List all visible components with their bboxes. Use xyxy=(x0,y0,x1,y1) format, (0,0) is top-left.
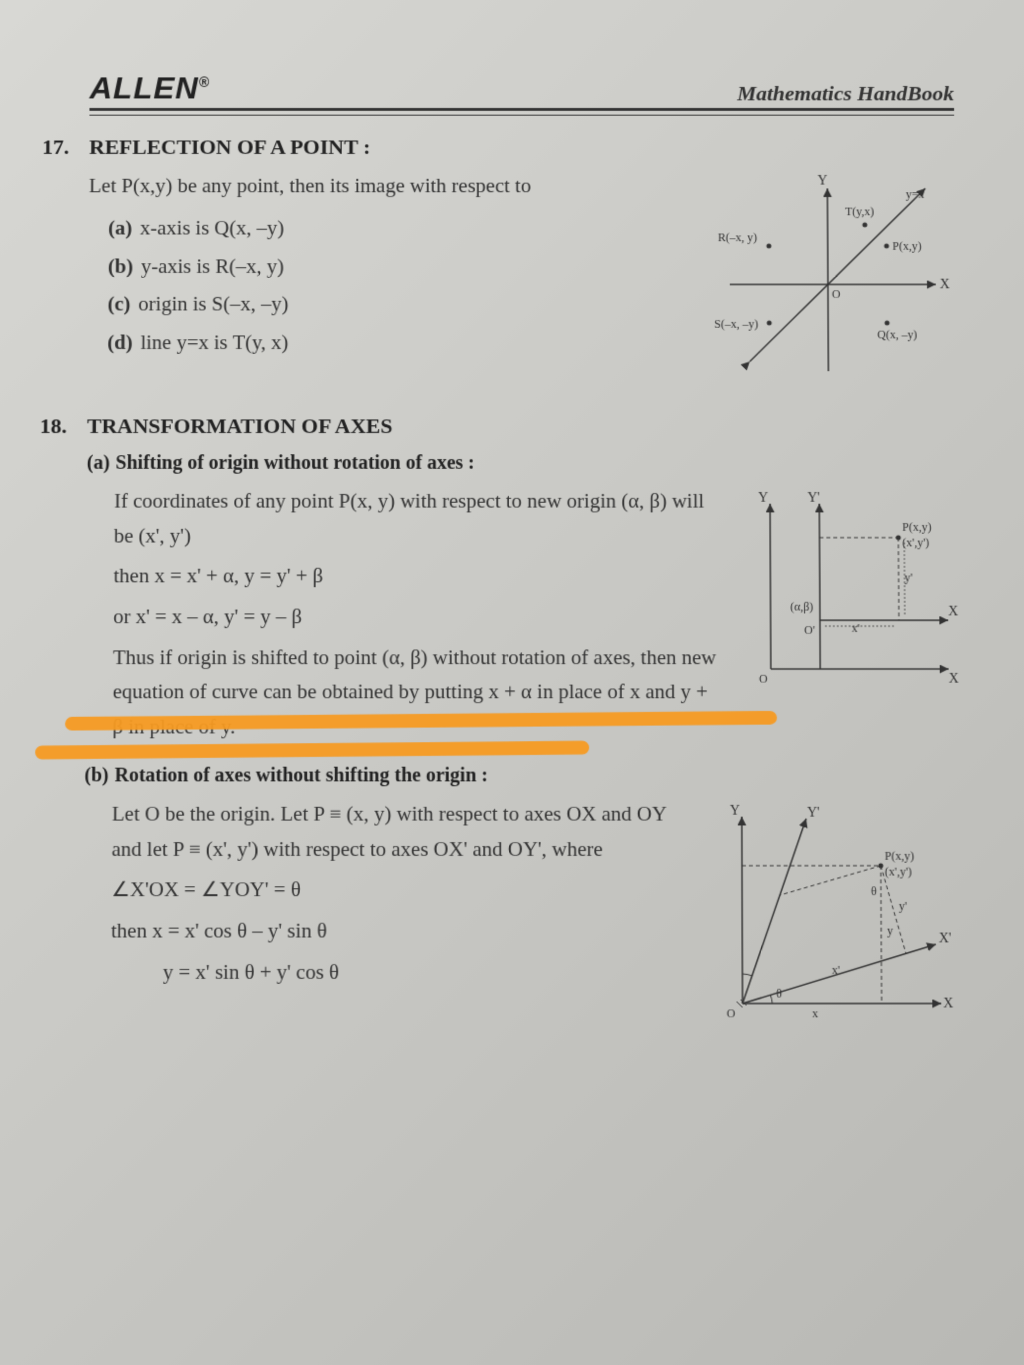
q18a-diagram: Y X O Y' X' O' (α,β) P(x,y) (x',y') xyxy=(740,484,958,698)
q17-a-label: (a) xyxy=(108,216,132,239)
q17-c-label: (c) xyxy=(108,293,131,316)
sa-O: O xyxy=(759,672,768,686)
q17-intro: Let P(x,y) be any point, then its image … xyxy=(89,169,681,203)
q18b-text: Let O be the origin. Let P ≡ (x, y) with… xyxy=(83,797,693,996)
q17-a-text: x-axis is Q(x, –y) xyxy=(140,216,284,239)
q17-row: Let P(x,y) be any point, then its image … xyxy=(87,169,956,390)
brand-text: ALLEN xyxy=(90,71,199,105)
lbl-R: R(–x, y) xyxy=(718,230,757,244)
q17-item-a: (a) x-axis is Q(x, –y) xyxy=(108,209,681,247)
q17-text-col: Let P(x,y) be any point, then its image … xyxy=(88,169,681,362)
rb-xp: x' xyxy=(832,963,840,977)
sa-Yp: Y' xyxy=(807,490,820,505)
q17-list: (a) x-axis is Q(x, –y) (b) y-axis is R(–x,… xyxy=(88,209,681,363)
q18a-row: If coordinates of any point P(x, y) with… xyxy=(85,484,960,751)
sa-Pp: (x',y') xyxy=(902,536,929,550)
q18b-diagram: Y X O Y' X' θ P(x,y) (x',y') xyxy=(712,797,961,1043)
q18a-heading: (a) Shifting of origin without rotation o… xyxy=(87,452,957,474)
rb-yp: y' xyxy=(899,899,907,913)
q17-d-text: line y=x is T(y, x) xyxy=(140,331,288,354)
q18a-text: If coordinates of any point P(x, y) with… xyxy=(85,484,722,751)
book-title: Mathematics HandBook xyxy=(737,81,954,106)
rb-y: y xyxy=(887,923,893,937)
rb-Y: Y xyxy=(730,803,740,818)
page: ALLEN® Mathematics HandBook 17. REFLECTI… xyxy=(0,33,1024,1365)
q18b-p2: ∠X'OX = ∠YOY' = θ xyxy=(111,873,692,908)
q17-c-text: origin is S(–x, –y) xyxy=(138,293,288,316)
q18b-heading: (b) Rotation of axes without shifting the… xyxy=(84,765,959,788)
brand-logo: ALLEN® xyxy=(89,71,209,106)
sa-Xp: X' xyxy=(948,604,959,619)
rb-X: X xyxy=(943,995,953,1010)
q18b-p1: Let O be the origin. Let P ≡ (x, y) with… xyxy=(112,797,693,867)
q17-b-text: y-axis is R(–x, y) xyxy=(141,254,284,277)
sa-ab: (α,β) xyxy=(790,600,813,614)
rb-P: P(x,y) xyxy=(885,849,915,863)
lbl-Y: Y xyxy=(818,173,828,188)
q18b-label: (b) xyxy=(84,765,108,787)
section-18: 18. TRANSFORMATION OF AXES (a)Shifting o… xyxy=(82,414,961,1043)
sa-P: P(x,y) xyxy=(902,520,931,534)
rb-th1: θ xyxy=(776,986,782,1000)
sa-yp: y' xyxy=(904,571,912,585)
q17-title: REFLECTION OF A POINT : xyxy=(89,135,954,160)
sa-xp: x' xyxy=(852,621,860,635)
lbl-P: P(x,y) xyxy=(892,239,921,253)
lbl-T: T(y,x) xyxy=(845,205,874,219)
rb-O: O xyxy=(727,1006,736,1020)
q18-title: TRANSFORMATION OF AXES xyxy=(87,414,957,439)
q17-item-c: (c) origin is S(–x, –y) xyxy=(107,286,680,324)
q17-item-d: (d) line y=x is T(y, x) xyxy=(107,324,681,362)
section-17: 17. REFLECTION OF A POINT : Let P(x,y) b… xyxy=(87,135,956,391)
lbl-O: O xyxy=(832,287,841,301)
q17-diagram: Y X O y=x P(x,y) T(y,x) R(–x, y) Q(x, –y… xyxy=(700,169,956,390)
q18b-row: Let O be the origin. Let P ≡ (x, y) with… xyxy=(82,797,961,1043)
q17-d-label: (d) xyxy=(107,331,132,354)
lbl-X: X xyxy=(940,277,950,292)
sa-X: X xyxy=(949,671,959,686)
q18-number: 18. xyxy=(40,414,67,439)
rb-x: x xyxy=(812,1006,818,1020)
header-bar: ALLEN® Mathematics HandBook xyxy=(89,71,954,111)
rb-Yp: Y' xyxy=(807,805,820,820)
q18a-p1: If coordinates of any point P(x, y) with… xyxy=(114,484,721,553)
sa-Op: O' xyxy=(804,623,815,637)
q18a-p2: then x = x' + α, y = y' + β xyxy=(113,559,721,594)
brand-reg: ® xyxy=(199,75,210,90)
q18b-p3: then x = x' cos θ – y' sin θ xyxy=(111,914,693,949)
q18a-label: (a) xyxy=(87,452,110,473)
rb-th2: θ xyxy=(871,884,877,898)
reflection-diagram: Y X O y=x P(x,y) T(y,x) R(–x, y) Q(x, –y… xyxy=(700,169,956,390)
lbl-yx: y=x xyxy=(906,187,925,201)
q18b-p4: y = x' sin θ + y' cos θ xyxy=(111,955,693,990)
rb-Pp: (x',y') xyxy=(885,864,912,878)
q17-number: 17. xyxy=(42,135,69,160)
q17-item-b: (b) y-axis is R(–x, y) xyxy=(108,248,681,286)
lbl-S: S(–x, –y) xyxy=(714,317,758,331)
q17-b-label: (b) xyxy=(108,254,133,277)
sa-Y: Y xyxy=(758,490,768,505)
rotate-diagram: Y X O Y' X' θ P(x,y) (x',y') xyxy=(712,797,961,1043)
lbl-Q: Q(x, –y) xyxy=(877,328,917,342)
q18a-head-text: Shifting of origin without rotation of a… xyxy=(116,452,475,473)
q18b-head-text: Rotation of axes without shifting the or… xyxy=(115,765,488,787)
shift-diagram: Y X O Y' X' O' (α,β) P(x,y) (x',y') xyxy=(740,484,958,698)
header-underline xyxy=(89,115,954,116)
rb-Xp: X' xyxy=(939,930,952,945)
q18a-p3: or x' = x – α, y' = y – β xyxy=(113,600,721,635)
